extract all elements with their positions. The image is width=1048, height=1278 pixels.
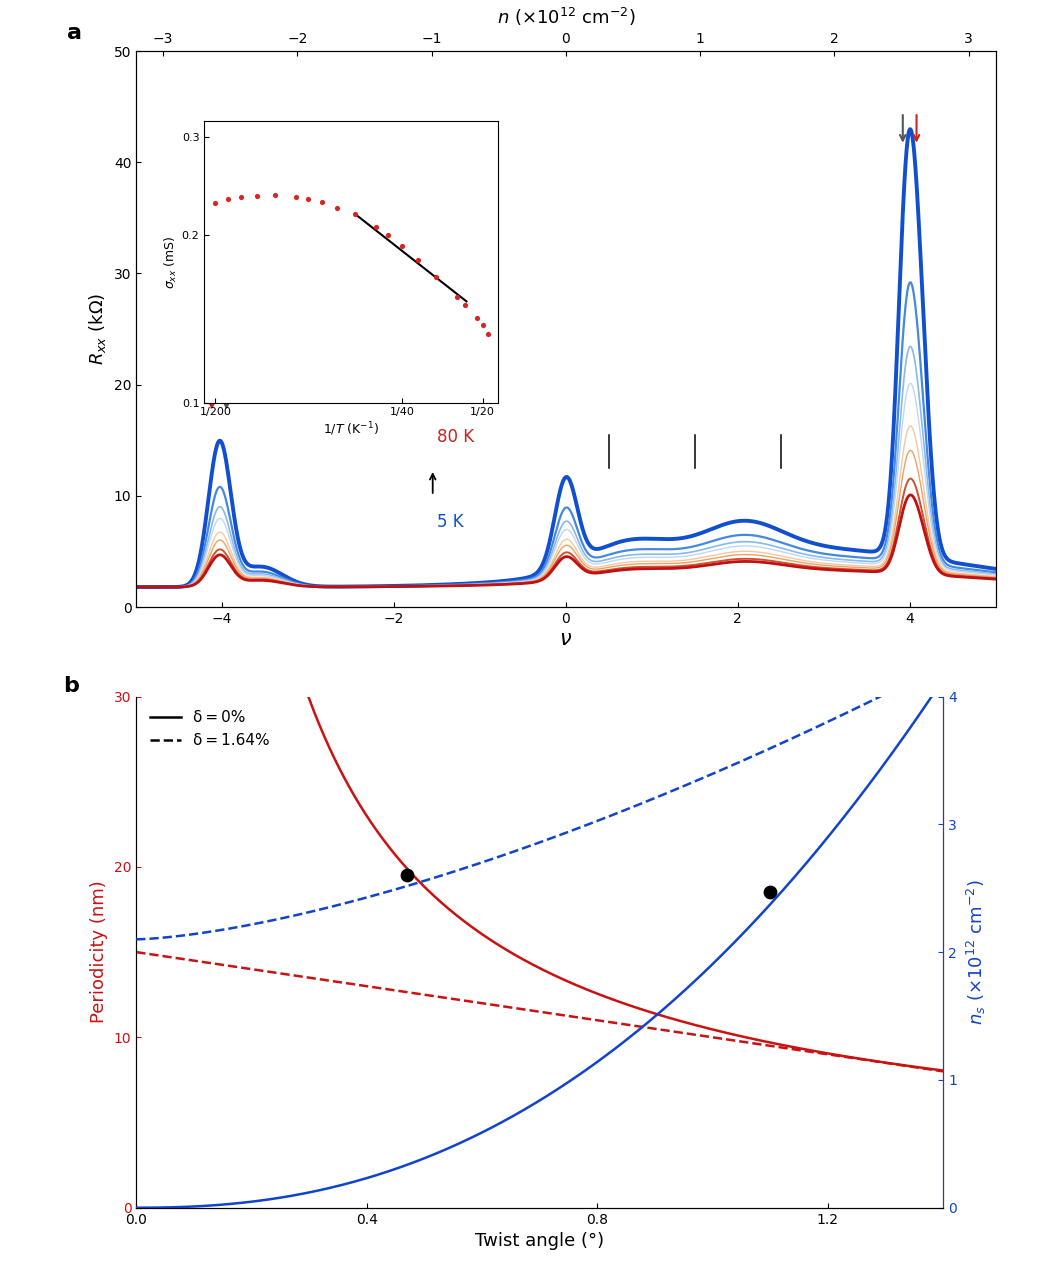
Point xyxy=(300,189,316,210)
Point xyxy=(206,193,223,213)
Text: 80 K: 80 K xyxy=(437,428,474,446)
Y-axis label: $\sigma_{xx}$ (mS): $\sigma_{xx}$ (mS) xyxy=(162,235,179,289)
Point xyxy=(409,250,425,271)
Legend: δ = 0%, δ = 1.64%: δ = 0%, δ = 1.64% xyxy=(144,704,276,754)
X-axis label: $1/T$ (K$^{-1}$): $1/T$ (K$^{-1}$) xyxy=(323,420,379,438)
Point xyxy=(347,204,364,225)
Point xyxy=(219,189,236,210)
Text: 5 K: 5 K xyxy=(437,512,463,530)
Point xyxy=(233,187,249,207)
Point xyxy=(762,882,779,902)
Point xyxy=(380,225,397,245)
X-axis label: $n$ ($\times$10$^{12}$ cm$^{-2}$): $n$ ($\times$10$^{12}$ cm$^{-2}$) xyxy=(497,6,635,28)
Point xyxy=(449,286,465,307)
X-axis label: Twist angle (°): Twist angle (°) xyxy=(475,1232,605,1250)
Point xyxy=(474,314,490,335)
Text: a: a xyxy=(67,23,83,43)
Point xyxy=(329,197,346,217)
Point xyxy=(428,267,444,288)
Point xyxy=(468,308,485,328)
Point xyxy=(248,185,265,206)
Point xyxy=(313,192,330,212)
Y-axis label: $R_{xx}$ (k$\Omega$): $R_{xx}$ (k$\Omega$) xyxy=(87,293,108,366)
Point xyxy=(480,323,497,344)
Point xyxy=(266,185,283,206)
Y-axis label: $n_s$ ($\times$10$^{12}$ cm$^{-2}$): $n_s$ ($\times$10$^{12}$ cm$^{-2}$) xyxy=(965,879,988,1025)
Text: b: b xyxy=(64,676,80,697)
X-axis label: $\nu$: $\nu$ xyxy=(560,629,572,649)
Point xyxy=(398,865,415,886)
Point xyxy=(287,187,304,207)
Point xyxy=(394,236,411,257)
Point xyxy=(368,216,385,236)
Point xyxy=(456,294,473,314)
Y-axis label: Periodicity (nm): Periodicity (nm) xyxy=(90,881,108,1024)
